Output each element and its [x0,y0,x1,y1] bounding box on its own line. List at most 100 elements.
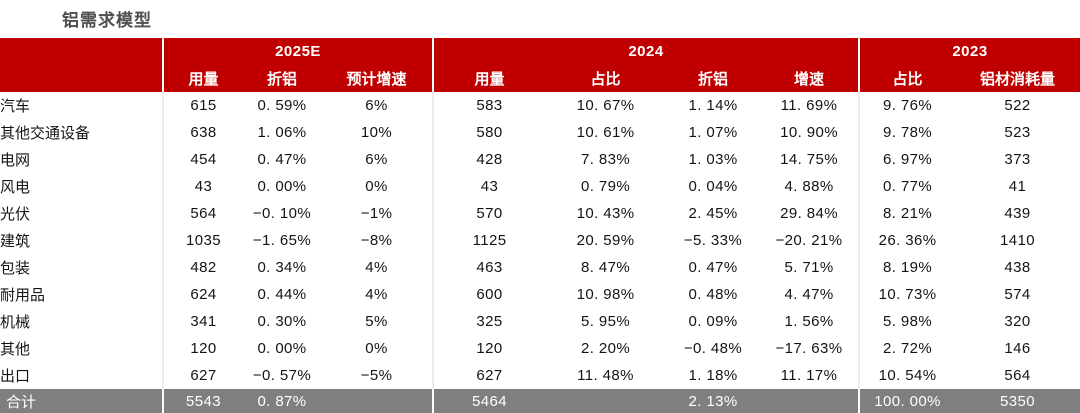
cell: 0. 34% [243,254,321,281]
cell: 2. 45% [666,200,761,227]
cell: 5350 [955,389,1080,413]
cell: 428 [433,146,546,173]
cell: 627 [163,362,243,389]
cell: −1% [321,200,435,227]
row-label: 建筑 [0,227,164,254]
table-row: 包装 482 0. 34% 4% 463 8. 47% 0. 47% 5. 71% 8. 19%… [0,254,1080,281]
cell: 1410 [955,227,1080,254]
cell: 463 [433,254,546,281]
cell: 5464 [433,389,546,413]
cell: 7. 83% [545,146,667,173]
col-header: 占比 [545,65,667,92]
cell: 120 [163,335,243,362]
cell: 6. 97% [859,146,956,173]
cell: −5% [321,362,435,389]
cell: 8. 19% [859,254,956,281]
cell: 439 [955,200,1080,227]
cell: 10. 61% [545,119,667,146]
cell: 373 [955,146,1080,173]
cell: 0. 44% [243,281,321,308]
table-row: 耐用品 624 0. 44% 4% 600 10. 98% 0. 48% 4. 47% 10. … [0,281,1080,308]
cell: 146 [955,335,1080,362]
table-body: 汽车 615 0. 59% 6% 583 10. 67% 1. 14% 11. 69% 9. 7… [0,92,1080,389]
cell: 0. 47% [666,254,761,281]
cell: 41 [955,173,1080,200]
table-row: 其他交通设备 638 1. 06% 10% 580 10. 61% 1. 07% 10. 90… [0,119,1080,146]
cell: 0. 00% [243,335,321,362]
cell: 1. 07% [666,119,761,146]
cell [321,389,435,413]
cell: 20. 59% [545,227,667,254]
cell: −20. 21% [760,227,861,254]
col-header: 折铝 [243,65,321,92]
corner-cell [0,38,164,65]
cell: 0. 00% [243,173,321,200]
cell: 583 [433,92,546,119]
col-header: 折铝 [666,65,761,92]
cell: 2. 72% [859,335,956,362]
table-row: 汽车 615 0. 59% 6% 583 10. 67% 1. 14% 11. 69% 9. 7… [0,92,1080,119]
total-row: 合计 5543 0. 87% 5464 2. 13% 100. 00% 5350 [0,389,1080,413]
cell: 29. 84% [760,200,861,227]
cell: 523 [955,119,1080,146]
cell: 5. 95% [545,308,667,335]
cell: 5. 71% [760,254,861,281]
cell: −0. 10% [243,200,321,227]
aluminum-demand-table: 2025E 2024 2023 用量 折铝 预计增速 用量 占比 折铝 增速 占… [0,38,1080,413]
cell: 43 [433,173,546,200]
col-header: 增速 [760,65,861,92]
corner-cell [0,65,164,92]
cell [760,389,861,413]
cell: −0. 57% [243,362,321,389]
cell: 43 [163,173,243,200]
cell: 6% [321,92,435,119]
cell: 10. 90% [760,119,861,146]
cell: 9. 78% [859,119,956,146]
cell: 0. 48% [666,281,761,308]
cell: −5. 33% [666,227,761,254]
cell: 600 [433,281,546,308]
cell: 9. 76% [859,92,956,119]
row-label: 机械 [0,308,164,335]
cell: 1125 [433,227,546,254]
table-row: 其他 120 0. 00% 0% 120 2. 20% −0. 48% −17. 63% 2. … [0,335,1080,362]
cell: 624 [163,281,243,308]
cell: 10. 43% [545,200,667,227]
column-header-row: 用量 折铝 预计增速 用量 占比 折铝 增速 占比 铝材消耗量 [0,65,1080,92]
cell: 580 [433,119,546,146]
cell: 570 [433,200,546,227]
cell: 1. 14% [666,92,761,119]
cell: 564 [163,200,243,227]
group-2023: 2023 [859,38,1080,65]
row-label: 耐用品 [0,281,164,308]
cell: 0. 77% [859,173,956,200]
row-label: 汽车 [0,92,164,119]
row-label: 包装 [0,254,164,281]
cell: 120 [433,335,546,362]
cell: 10. 54% [859,362,956,389]
cell: 10. 73% [859,281,956,308]
cell: 5% [321,308,435,335]
cell: 0% [321,335,435,362]
cell: 8. 47% [545,254,667,281]
cell: 454 [163,146,243,173]
cell: 325 [433,308,546,335]
cell: 11. 17% [760,362,861,389]
table-row: 机械 341 0. 30% 5% 325 5. 95% 0. 09% 1. 56% 5. 98%… [0,308,1080,335]
table-footer: 合计 5543 0. 87% 5464 2. 13% 100. 00% 5350 [0,389,1080,413]
cell: 574 [955,281,1080,308]
cell: 1. 03% [666,146,761,173]
col-header: 预计增速 [321,65,435,92]
cell: 2. 13% [666,389,761,413]
table-row: 风电 43 0. 00% 0% 43 0. 79% 0. 04% 4. 88% 0. 77% 41 [0,173,1080,200]
group-2024: 2024 [433,38,861,65]
cell: 0. 30% [243,308,321,335]
table-row: 光伏 564 −0. 10% −1% 570 10. 43% 2. 45% 29. 84% 8.… [0,200,1080,227]
col-header: 铝材消耗量 [955,65,1080,92]
cell: 26. 36% [859,227,956,254]
cell: 341 [163,308,243,335]
col-header: 用量 [163,65,243,92]
cell: 0% [321,173,435,200]
cell: 0. 59% [243,92,321,119]
cell: 4% [321,281,435,308]
